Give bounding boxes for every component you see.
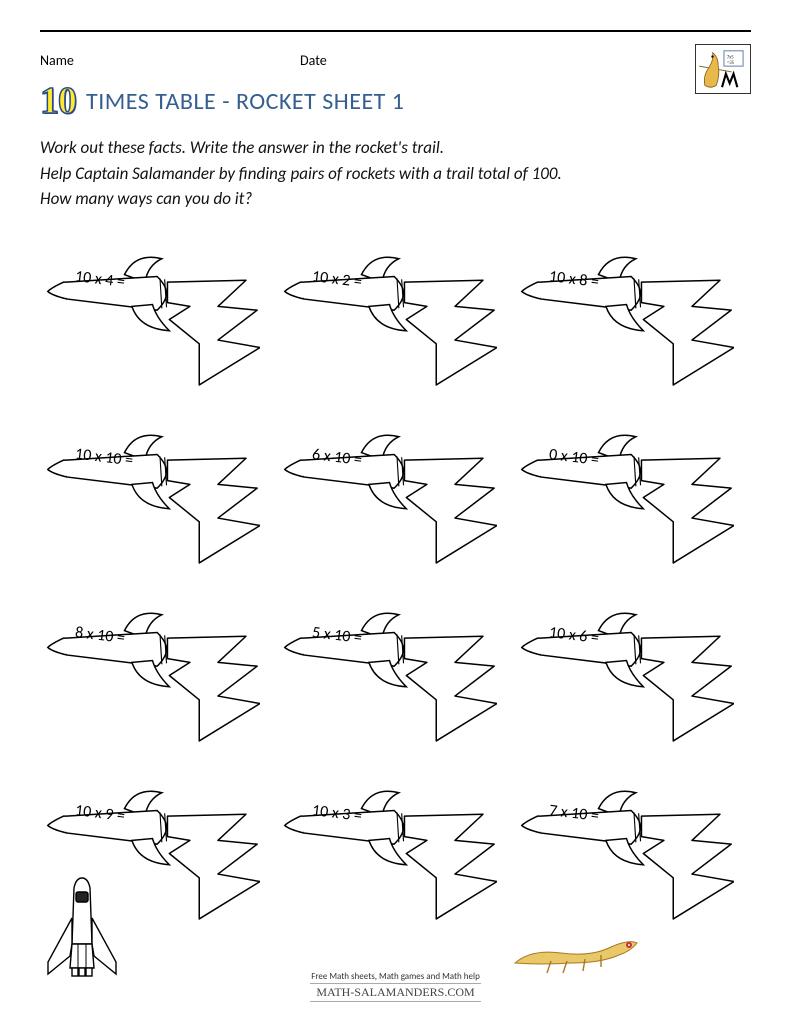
rocket-icon [45, 242, 260, 397]
rocket-cell: 10 x 10 = [45, 420, 272, 580]
title-text: TIMES TABLE - ROCKET SHEET 1 [86, 87, 404, 116]
top-rule [40, 30, 751, 32]
instruction-line: How many ways can you do it? [40, 186, 751, 212]
rocket-cell: 10 x 8 = [519, 242, 746, 402]
name-label: Name [40, 52, 300, 69]
header-row: Name Date 7x5 =35 [40, 52, 751, 69]
rocket-icon [282, 776, 497, 931]
rocket-icon [282, 598, 497, 753]
shuttle-icon [42, 874, 122, 984]
rocket-cell: 0 x 10 = [519, 420, 746, 580]
rocket-cell: 10 x 6 = [519, 598, 746, 758]
rocket-cell: 10 x 2 = [282, 242, 509, 402]
rocket-cell: 6 x 10 = [282, 420, 509, 580]
rocket-grid: 10 x 4 = 10 x 2 = 10 x 8 = 10 x 10 = 6 x… [40, 242, 751, 936]
rocket-icon [45, 598, 260, 753]
footer-tagline: Free Math sheets, Math games and Math he… [0, 971, 791, 982]
rocket-icon [282, 420, 497, 575]
brand-logo: 7x5 =35 [695, 44, 751, 94]
rocket-icon [519, 598, 734, 753]
date-label: Date [300, 52, 327, 69]
rocket-cell: 10 x 3 = [282, 776, 509, 936]
rocket-icon [45, 420, 260, 575]
rocket-cell: 7 x 10 = [519, 776, 746, 936]
footer: Free Math sheets, Math games and Math he… [0, 971, 791, 1002]
instruction-line: Help Captain Salamander by finding pairs… [40, 161, 751, 187]
rocket-cell: 8 x 10 = [45, 598, 272, 758]
title-row: 10 TIMES TABLE - ROCKET SHEET 1 [40, 79, 751, 123]
rocket-icon [519, 242, 734, 397]
instructions: Work out these facts. Write the answer i… [40, 135, 751, 212]
rocket-cell: 5 x 10 = [282, 598, 509, 758]
rocket-cell: 10 x 4 = [45, 242, 272, 402]
instruction-line: Work out these facts. Write the answer i… [40, 135, 751, 161]
rocket-icon [519, 776, 734, 931]
title-number: 10 [40, 79, 76, 123]
svg-text:=35: =35 [727, 60, 735, 66]
footer-brand: MATH-SALAMANDERS.COM [310, 983, 480, 1002]
rocket-icon [282, 242, 497, 397]
rocket-icon [519, 420, 734, 575]
